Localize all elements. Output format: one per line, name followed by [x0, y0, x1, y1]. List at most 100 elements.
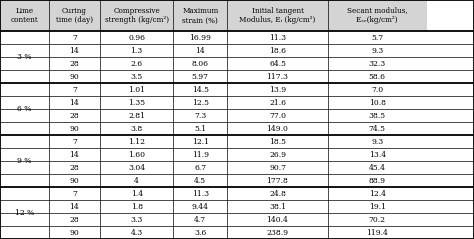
Text: 13.4: 13.4 [369, 151, 386, 158]
Bar [100, 148, 173, 161]
Bar [100, 200, 173, 213]
Text: 90.7: 90.7 [269, 163, 286, 172]
Text: 38.1: 38.1 [269, 202, 286, 211]
Text: 14: 14 [195, 47, 205, 54]
Text: 4.5: 4.5 [194, 177, 206, 185]
Bar [227, 187, 328, 200]
Text: 1.8: 1.8 [131, 202, 143, 211]
Text: 2.6: 2.6 [131, 60, 143, 68]
Bar [227, 135, 328, 148]
Bar [100, 96, 173, 109]
Text: 12.1: 12.1 [192, 137, 209, 146]
Text: 3.5: 3.5 [131, 73, 143, 81]
Bar [173, 213, 227, 226]
Text: Secant modulus,
Eₛₑ⁣(kg/cm²): Secant modulus, Eₛₑ⁣(kg/cm²) [347, 7, 408, 24]
Text: 7: 7 [72, 33, 77, 42]
Text: 140.4: 140.4 [266, 216, 289, 223]
Bar [173, 187, 227, 200]
Text: 7: 7 [72, 137, 77, 146]
Text: 6.7: 6.7 [194, 163, 206, 172]
Bar [100, 70, 173, 83]
Bar [0, 226, 49, 239]
Bar [173, 200, 227, 213]
Text: 1.35: 1.35 [128, 98, 146, 107]
Text: 4.3: 4.3 [131, 228, 143, 237]
Text: 1.01: 1.01 [128, 86, 145, 93]
Bar [100, 57, 173, 70]
Text: 7.3: 7.3 [194, 112, 206, 120]
Text: 3.04: 3.04 [128, 163, 146, 172]
Text: 11.3: 11.3 [269, 33, 286, 42]
Bar [173, 44, 227, 57]
Bar [49, 148, 100, 161]
Text: 3 %: 3 % [17, 53, 32, 61]
Text: 14: 14 [70, 202, 79, 211]
Text: 238.9: 238.9 [266, 228, 289, 237]
Bar [227, 122, 328, 135]
Text: 32.3: 32.3 [369, 60, 386, 68]
Text: 14: 14 [70, 98, 79, 107]
Text: 4: 4 [134, 177, 139, 185]
Bar [0, 135, 49, 148]
Text: 26.9: 26.9 [269, 151, 286, 158]
Bar [49, 135, 100, 148]
Text: 28: 28 [70, 163, 79, 172]
Text: 74.5: 74.5 [369, 125, 386, 133]
Bar [173, 135, 227, 148]
Bar [173, 70, 227, 83]
Bar [227, 44, 328, 57]
Text: 14: 14 [70, 47, 79, 54]
Bar [173, 0, 227, 31]
Text: 90: 90 [70, 228, 79, 237]
Bar [100, 122, 173, 135]
Text: 12.5: 12.5 [192, 98, 209, 107]
Bar [100, 44, 173, 57]
Bar [0, 0, 49, 31]
Text: 28: 28 [70, 112, 79, 120]
Bar [328, 161, 427, 174]
Text: 9.3: 9.3 [371, 137, 383, 146]
Bar [49, 109, 100, 122]
Bar [0, 31, 49, 44]
Text: 10.8: 10.8 [369, 98, 386, 107]
Bar [49, 83, 100, 96]
Bar [49, 70, 100, 83]
Bar [173, 57, 227, 70]
Bar [0, 148, 49, 161]
Bar [173, 174, 227, 187]
Bar [328, 44, 427, 57]
Text: 1.12: 1.12 [128, 137, 145, 146]
Text: 9.44: 9.44 [192, 202, 209, 211]
Bar [100, 226, 173, 239]
Text: 3.8: 3.8 [131, 125, 143, 133]
Bar [0, 70, 49, 83]
Text: Initial tangent
Modulus, Eᵢ (kg/cm²): Initial tangent Modulus, Eᵢ (kg/cm²) [239, 7, 316, 24]
Bar [227, 96, 328, 109]
Text: 58.6: 58.6 [369, 73, 386, 81]
Bar [227, 109, 328, 122]
Text: 77.0: 77.0 [269, 112, 286, 120]
Bar [173, 109, 227, 122]
Text: 45.4: 45.4 [369, 163, 386, 172]
Bar [100, 187, 173, 200]
Bar [49, 161, 100, 174]
Text: 18.6: 18.6 [269, 47, 286, 54]
Text: 7: 7 [72, 86, 77, 93]
Text: 0.96: 0.96 [128, 33, 145, 42]
Bar [227, 174, 328, 187]
Bar [0, 174, 49, 187]
Bar [49, 187, 100, 200]
Bar [49, 200, 100, 213]
Bar [173, 31, 227, 44]
Bar [49, 226, 100, 239]
Text: 8.06: 8.06 [192, 60, 209, 68]
Text: 18.5: 18.5 [269, 137, 286, 146]
Text: 3.3: 3.3 [130, 216, 143, 223]
Bar [328, 57, 427, 70]
Bar [227, 57, 328, 70]
Text: 5.97: 5.97 [192, 73, 209, 81]
Text: 177.8: 177.8 [266, 177, 289, 185]
Text: 7: 7 [72, 190, 77, 197]
Text: 117.3: 117.3 [266, 73, 289, 81]
Text: 5.7: 5.7 [371, 33, 383, 42]
